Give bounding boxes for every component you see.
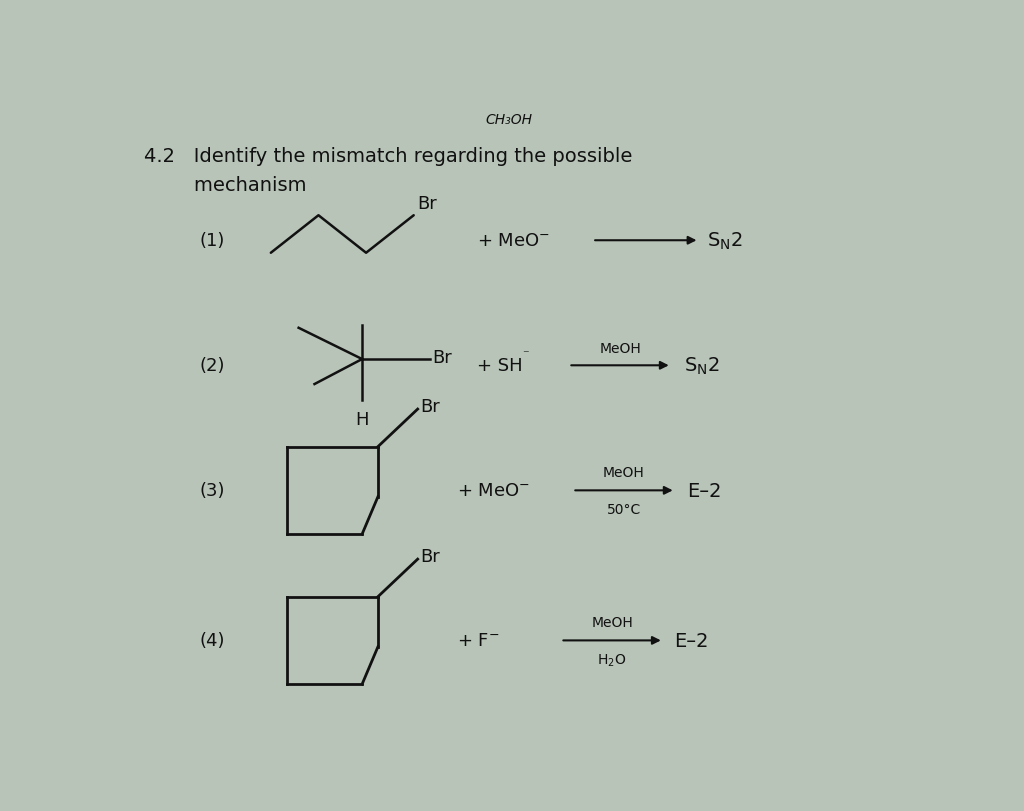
Text: + MeO$^{-}$: + MeO$^{-}$ [477,232,550,250]
Text: + F$^{-}$: + F$^{-}$ [458,632,500,650]
Text: S$_{\mathregular{N}}$2: S$_{\mathregular{N}}$2 [708,230,743,251]
Text: (3): (3) [200,482,225,500]
Text: Br: Br [420,547,439,565]
Text: + SH: + SH [477,357,523,375]
Text: CH₃OH: CH₃OH [485,113,532,127]
Text: + MeO$^{-}$: + MeO$^{-}$ [458,482,530,500]
Text: Br: Br [432,349,452,367]
Text: (2): (2) [200,357,225,375]
Text: (4): (4) [200,632,225,650]
Text: Br: Br [418,195,437,212]
Text: Br: Br [420,397,439,415]
Text: MeOH: MeOH [591,616,633,629]
Text: E–2: E–2 [674,631,709,650]
Text: E–2: E–2 [687,481,722,500]
Text: H: H [355,411,369,429]
Text: MeOH: MeOH [603,466,645,479]
Text: 50°C: 50°C [607,502,641,516]
Text: 4.2   Identify the mismatch regarding the possible: 4.2 Identify the mismatch regarding the … [143,148,632,166]
Text: mechanism: mechanism [143,175,306,195]
Text: MeOH: MeOH [599,342,641,356]
Text: S$_{\mathregular{N}}$2: S$_{\mathregular{N}}$2 [684,355,719,376]
Text: H$_2$O: H$_2$O [597,652,627,668]
Text: ⁻: ⁻ [522,348,529,361]
Text: (1): (1) [200,232,225,250]
